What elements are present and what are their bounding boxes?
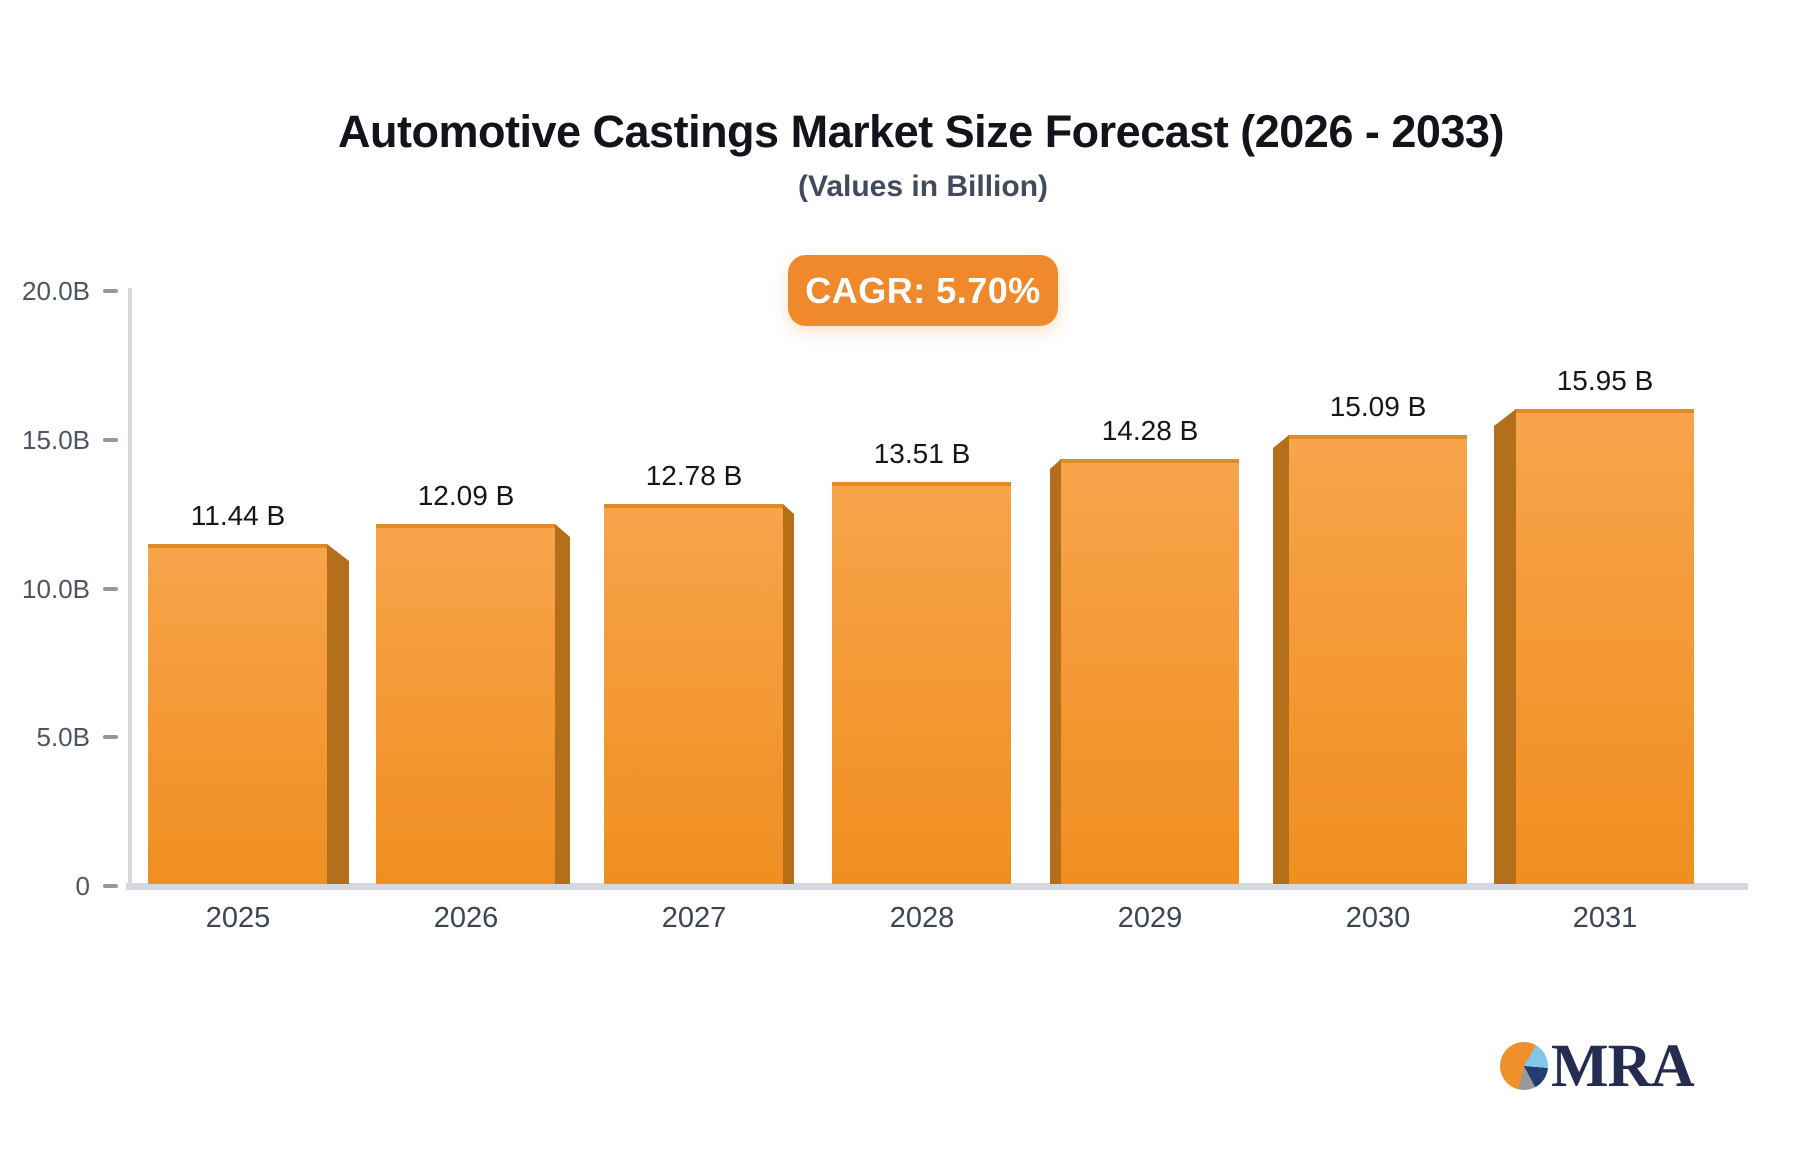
y-tick-label-20.0B: 20.0B [22,276,90,306]
logo-text: MRA [1551,1032,1695,1100]
y-tick-label-15.0B: 15.0B [22,425,90,455]
bar-value-label-2030: 15.09 B [1329,391,1427,422]
bar-side-2025 [327,544,349,884]
x-axis-line [126,883,1748,890]
y-tick-dash-10.0B [103,587,118,591]
y-axis-line [128,288,132,888]
y-tick-label-0: 0 [75,871,90,901]
x-label-2028: 2028 [889,902,955,934]
chart-title: Automotive Castings Market Size Forecast… [338,106,1504,157]
x-label-2029: 2029 [1117,902,1183,934]
chart-subtitle: (Values in Billion) [797,170,1049,203]
y-tick-label-5.0B: 5.0B [36,722,91,752]
x-label-2026: 2026 [433,902,499,934]
bar-2030 [1288,435,1467,884]
bar-value-label-2027: 12.78 B [645,460,743,491]
y-tick-label-10.0B: 10.0B [22,574,90,604]
bar-2028 [832,482,1011,884]
bar-2026 [376,524,555,884]
x-label-2031: 2031 [1572,902,1638,934]
y-tick-dash-0 [103,884,118,888]
bar-2025 [148,544,327,884]
bar-value-label-2031: 15.95 B [1556,365,1654,396]
x-label-2027: 2027 [661,902,727,934]
pie-chart-logo-icon [1500,1042,1548,1090]
bar-value-label-2029: 14.28 B [1101,415,1199,446]
bar-2029 [1060,459,1239,884]
bar-2031 [1515,409,1694,884]
cagr-badge: CAGR: 5.70% [788,255,1058,326]
bar-value-label-2025: 11.44 B [190,500,286,531]
mra-logo: MRA [1500,1032,1695,1100]
bar-2027 [604,504,783,884]
bar-value-label-2028: 13.51 B [873,438,971,469]
y-tick-dash-15.0B [103,438,118,442]
bar-side-2031 [1494,409,1516,884]
y-tick-dash-5.0B [103,735,118,739]
bar-value-label-2026: 12.09 B [417,480,515,511]
bar-side-2026 [555,524,570,884]
bar-side-2027 [783,504,794,884]
x-label-2025: 2025 [205,902,271,934]
y-tick-dash-20.0B [103,289,118,293]
bar-side-2030 [1273,435,1289,884]
bar-side-2029 [1050,459,1061,884]
x-label-2030: 2030 [1345,902,1411,934]
